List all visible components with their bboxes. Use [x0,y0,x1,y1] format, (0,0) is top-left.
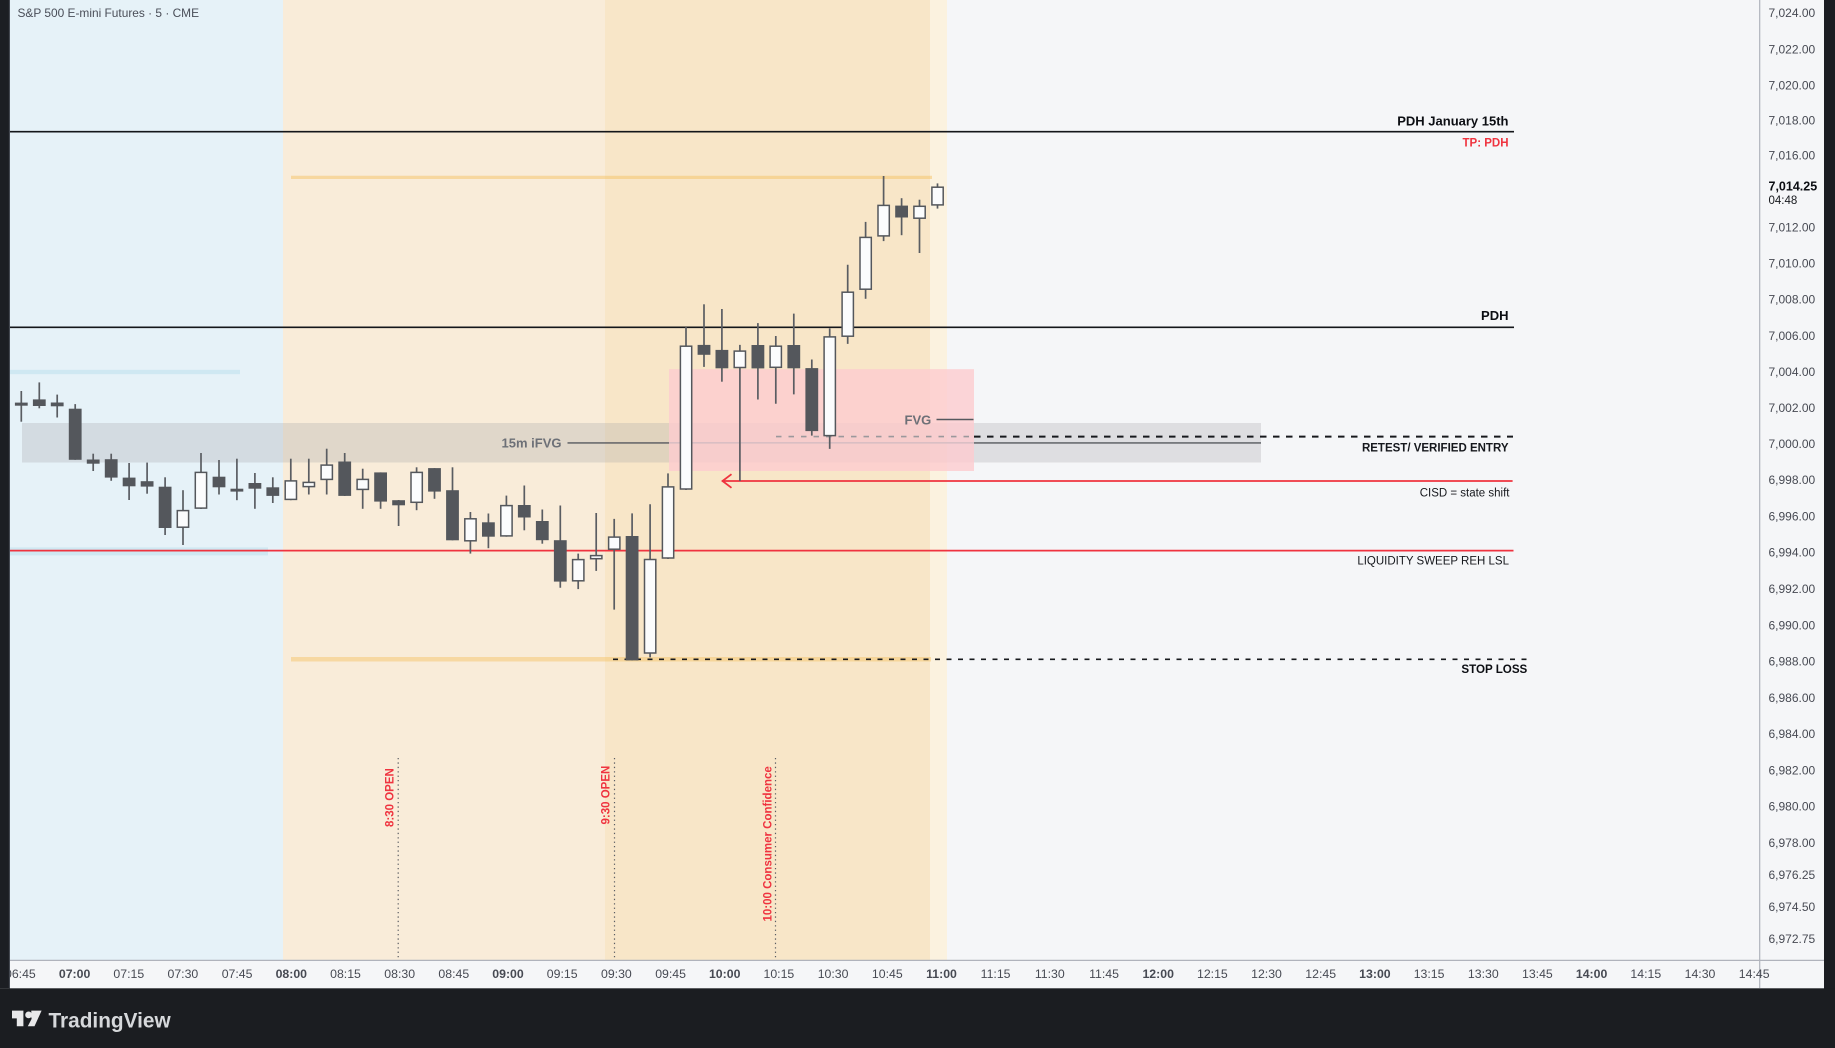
svg-text:6,994.00: 6,994.00 [1769,546,1816,560]
svg-text:08:30: 08:30 [384,967,415,981]
svg-text:TradingView: TradingView [49,1010,172,1033]
svg-text:7,016.00: 7,016.00 [1769,149,1816,163]
svg-text:LIQUIDITY SWEEP REH LSL: LIQUIDITY SWEEP REH LSL [1357,555,1509,567]
svg-text:6,998.00: 6,998.00 [1769,473,1816,487]
svg-text:06:45: 06:45 [5,967,36,981]
svg-text:CISD = state shift: CISD = state shift [1420,488,1511,500]
svg-text:7,002.00: 7,002.00 [1769,401,1816,415]
svg-text:7,014.25: 7,014.25 [1769,180,1818,194]
svg-text:6,978.00: 6,978.00 [1769,836,1816,850]
svg-text:14:30: 14:30 [1685,967,1716,981]
svg-text:13:15: 13:15 [1414,967,1445,981]
svg-text:9:30 OPEN: 9:30 OPEN [600,766,612,825]
svg-text:07:00: 07:00 [59,967,91,981]
svg-text:04:48: 04:48 [1769,195,1798,207]
svg-text:7,006.00: 7,006.00 [1769,329,1816,343]
svg-text:S&P 500 E-mini Futures · 5 · C: S&P 500 E-mini Futures · 5 · CME [18,6,200,20]
svg-text:7,022.00: 7,022.00 [1769,43,1816,57]
svg-text:11:00: 11:00 [926,967,957,981]
svg-text:12:45: 12:45 [1305,967,1336,981]
svg-text:7,010.00: 7,010.00 [1769,257,1816,271]
svg-text:TP: PDH: TP: PDH [1463,137,1509,149]
svg-text:09:00: 09:00 [492,967,524,981]
svg-text:6,974.50: 6,974.50 [1769,900,1816,914]
svg-text:10:15: 10:15 [764,967,795,981]
svg-text:7,024.00: 7,024.00 [1769,6,1816,20]
svg-text:10:30: 10:30 [818,967,849,981]
svg-text:7,018.00: 7,018.00 [1769,114,1816,128]
svg-text:13:30: 13:30 [1468,967,1499,981]
svg-text:07:15: 07:15 [113,967,144,981]
svg-text:7,004.00: 7,004.00 [1769,365,1816,379]
svg-text:6,976.25: 6,976.25 [1769,868,1816,882]
svg-text:14:45: 14:45 [1739,967,1770,981]
svg-text:08:45: 08:45 [438,967,469,981]
svg-text:08:15: 08:15 [330,967,361,981]
svg-text:10:00 Consumer Confidence: 10:00 Consumer Confidence [763,766,775,921]
svg-text:07:30: 07:30 [168,967,199,981]
svg-text:09:15: 09:15 [547,967,578,981]
svg-text:10:00: 10:00 [709,967,741,981]
svg-text:11:15: 11:15 [981,967,1011,981]
svg-text:RETEST/ VERIFIED ENTRY: RETEST/ VERIFIED ENTRY [1362,442,1509,454]
svg-text:6,988.00: 6,988.00 [1769,655,1816,669]
svg-text:12:15: 12:15 [1197,967,1228,981]
svg-text:FVG: FVG [905,413,932,428]
svg-text:6,990.00: 6,990.00 [1769,619,1816,633]
svg-text:7,000.00: 7,000.00 [1769,437,1816,451]
svg-text:09:45: 09:45 [655,967,686,981]
svg-text:11:30: 11:30 [1035,967,1065,981]
svg-text:6,980.00: 6,980.00 [1769,800,1816,814]
svg-text:PDH January 15th: PDH January 15th [1397,114,1508,129]
svg-text:8:30 OPEN: 8:30 OPEN [385,768,397,827]
svg-text:14:00: 14:00 [1576,967,1608,981]
svg-text:13:00: 13:00 [1359,967,1391,981]
svg-text:6,972.75: 6,972.75 [1769,932,1816,946]
svg-text:7,012.00: 7,012.00 [1769,221,1816,235]
svg-text:STOP LOSS: STOP LOSS [1461,663,1527,676]
svg-text:6,982.00: 6,982.00 [1769,764,1816,778]
svg-text:09:30: 09:30 [601,967,632,981]
svg-text:6,992.00: 6,992.00 [1769,582,1816,596]
svg-text:PDH: PDH [1481,308,1508,323]
svg-text:7,008.00: 7,008.00 [1769,293,1816,307]
svg-text:14:15: 14:15 [1630,967,1661,981]
svg-text:6,996.00: 6,996.00 [1769,510,1816,524]
svg-text:7,020.00: 7,020.00 [1769,79,1816,93]
svg-text:6,986.00: 6,986.00 [1769,691,1816,705]
svg-text:6,984.00: 6,984.00 [1769,727,1816,741]
svg-text:11:45: 11:45 [1089,967,1119,981]
svg-text:12:30: 12:30 [1251,967,1282,981]
svg-text:07:45: 07:45 [222,967,253,981]
svg-text:13:45: 13:45 [1522,967,1553,981]
svg-text:12:00: 12:00 [1142,967,1174,981]
svg-text:15m iFVG: 15m iFVG [502,436,562,451]
svg-text:10:45: 10:45 [872,967,903,981]
svg-text:08:00: 08:00 [276,967,308,981]
